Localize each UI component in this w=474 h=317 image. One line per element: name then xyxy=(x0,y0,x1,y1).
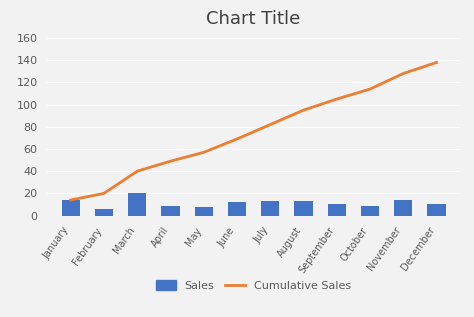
Bar xyxy=(428,204,446,216)
Bar xyxy=(95,209,113,216)
Bar xyxy=(228,202,246,216)
Legend: Sales, Cumulative Sales: Sales, Cumulative Sales xyxy=(151,276,356,295)
Bar xyxy=(161,206,180,216)
Bar xyxy=(361,206,379,216)
Bar xyxy=(394,200,412,216)
Title: Chart Title: Chart Title xyxy=(207,10,301,28)
Bar xyxy=(194,207,213,216)
Bar xyxy=(261,201,279,216)
Bar xyxy=(128,193,146,216)
Bar xyxy=(328,204,346,216)
Bar xyxy=(294,201,313,216)
Bar xyxy=(62,200,80,216)
